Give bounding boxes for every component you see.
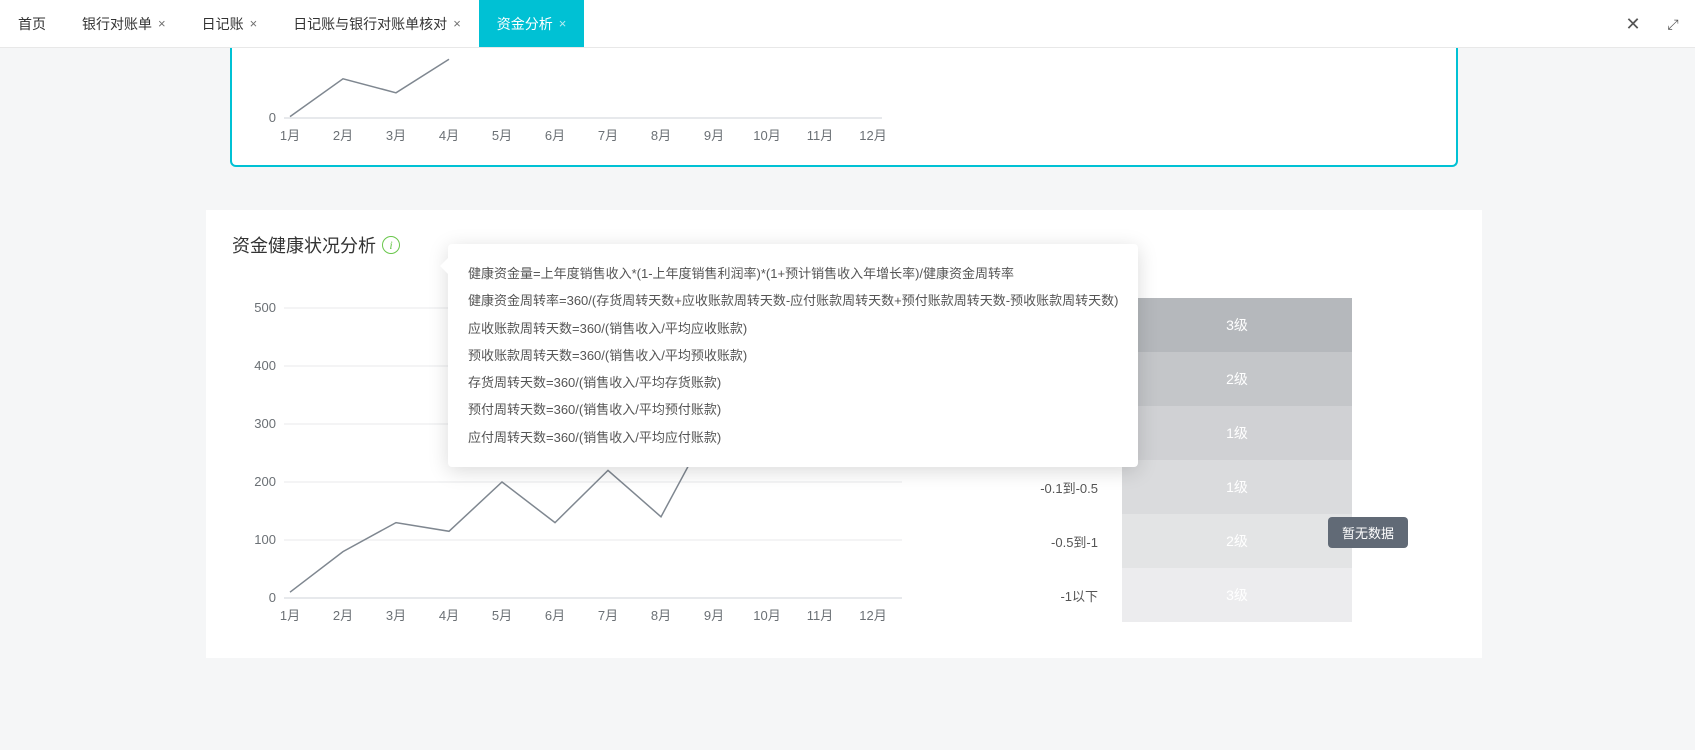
svg-text:0: 0 [269, 110, 276, 125]
tooltip-line: 存货周转天数=360/(销售收入/平均存货账款) [468, 369, 1118, 396]
tab-label: 资金分析 [497, 14, 553, 34]
level-label: -1以下 [962, 568, 1122, 622]
no-data-badge: 暂无数据 [1328, 517, 1408, 548]
tab-bar: 首页 银行对账单 × 日记账 × 日记账与银行对账单核对 × 资金分析 × ✕ ⤢ [0, 0, 1695, 48]
level-cell: 2级 [1122, 352, 1352, 406]
tooltip-line: 预收账款周转天数=360/(销售收入/平均预收账款) [468, 342, 1118, 369]
svg-text:0: 0 [269, 590, 276, 605]
close-icon[interactable]: × [158, 16, 166, 31]
level-row: -0.1到-0.51级 [962, 460, 1352, 514]
svg-text:2月: 2月 [333, 608, 353, 623]
close-all-tabs-icon[interactable]: ✕ [1621, 12, 1645, 36]
level-cell: 1级 [1122, 406, 1352, 460]
close-icon[interactable]: × [559, 16, 567, 31]
svg-text:8月: 8月 [651, 608, 671, 623]
level-row: -0.5到-12级 [962, 514, 1352, 568]
svg-text:9月: 9月 [704, 608, 724, 623]
svg-text:6月: 6月 [545, 128, 565, 143]
svg-text:1月: 1月 [280, 608, 300, 623]
tooltip-line: 健康资金周转率=360/(存货周转天数+应收账款周转天数-应付账款周转天数+预付… [468, 287, 1118, 314]
svg-text:7月: 7月 [598, 608, 618, 623]
tab-日记账与银行对账单核对[interactable]: 日记账与银行对账单核对 × [275, 0, 479, 47]
tooltip-line: 应收账款周转天数=360/(销售收入/平均应收账款) [468, 315, 1118, 342]
svg-text:1月: 1月 [280, 128, 300, 143]
info-icon[interactable]: i [382, 236, 400, 254]
upper-line-chart: 0 1月 2月 3月 4月 5月 6月 7月 8月 9月 10月 11月 12月 [232, 48, 902, 158]
svg-text:5月: 5月 [492, 608, 512, 623]
tab-bar-actions: ✕ ⤢ [1621, 0, 1695, 48]
tab-label: 日记账 [202, 14, 244, 34]
fullscreen-icon[interactable]: ⤢ [1661, 12, 1685, 36]
card-title: 资金健康状况分析 [232, 232, 376, 258]
tab-首页[interactable]: 首页 [0, 0, 64, 47]
tooltip-line: 健康资金量=上年度销售收入*(1-上年度销售利润率)*(1+预计销售收入年增长率… [468, 260, 1118, 287]
tab-资金分析[interactable]: 资金分析 × [479, 0, 585, 47]
svg-text:11月: 11月 [807, 608, 834, 623]
svg-text:12月: 12月 [859, 608, 886, 623]
formula-tooltip: 健康资金量=上年度销售收入*(1-上年度销售利润率)*(1+预计销售收入年增长率… [448, 244, 1138, 467]
tab-label: 首页 [18, 14, 46, 34]
tab-日记账[interactable]: 日记账 × [184, 0, 276, 47]
svg-text:4月: 4月 [439, 608, 459, 623]
svg-text:9月: 9月 [704, 128, 724, 143]
level-row: -1以下3级 [962, 568, 1352, 622]
svg-text:10月: 10月 [753, 608, 780, 623]
svg-text:3月: 3月 [386, 608, 406, 623]
svg-text:7月: 7月 [598, 128, 618, 143]
svg-text:4月: 4月 [439, 128, 459, 143]
svg-text:6月: 6月 [545, 608, 565, 623]
close-icon[interactable]: × [453, 16, 461, 31]
tab-label: 日记账与银行对账单核对 [293, 14, 447, 34]
level-label: -0.1到-0.5 [962, 460, 1122, 514]
svg-text:10月: 10月 [753, 128, 780, 143]
svg-text:300: 300 [254, 416, 276, 431]
tooltip-line: 预付周转天数=360/(销售收入/平均预付账款) [468, 396, 1118, 423]
level-cell: 1级 [1122, 460, 1352, 514]
level-cell: 2级 [1122, 514, 1352, 568]
svg-text:500: 500 [254, 300, 276, 315]
svg-text:400: 400 [254, 358, 276, 373]
close-icon[interactable]: × [250, 16, 258, 31]
svg-text:5月: 5月 [492, 128, 512, 143]
level-label: -0.5到-1 [962, 514, 1122, 568]
tooltip-line: 应付周转天数=360/(销售收入/平均应付账款) [468, 424, 1118, 451]
upper-chart-card: 0 1月 2月 3月 4月 5月 6月 7月 8月 9月 10月 11月 12月 [230, 48, 1458, 167]
svg-text:2月: 2月 [333, 128, 353, 143]
svg-text:11月: 11月 [807, 128, 834, 143]
level-cell: 3级 [1122, 568, 1352, 622]
svg-text:100: 100 [254, 532, 276, 547]
tab-label: 银行对账单 [82, 14, 152, 34]
svg-text:8月: 8月 [651, 128, 671, 143]
svg-text:200: 200 [254, 474, 276, 489]
tab-银行对账单[interactable]: 银行对账单 × [64, 0, 184, 47]
svg-text:3月: 3月 [386, 128, 406, 143]
svg-text:12月: 12月 [859, 128, 886, 143]
level-cell: 3级 [1122, 298, 1352, 352]
